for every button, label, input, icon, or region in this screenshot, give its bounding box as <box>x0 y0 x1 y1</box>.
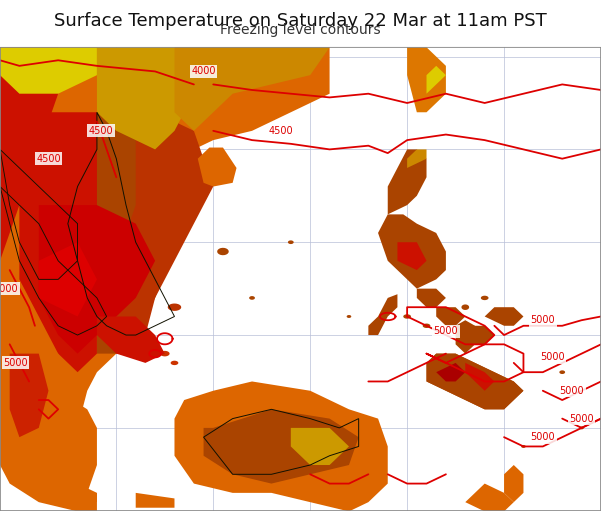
Polygon shape <box>0 47 97 94</box>
Text: 5000: 5000 <box>569 414 594 424</box>
Polygon shape <box>484 307 523 326</box>
Polygon shape <box>378 214 446 289</box>
Bar <box>0 47 601 511</box>
Text: 5000: 5000 <box>433 326 458 336</box>
Polygon shape <box>521 445 526 448</box>
Polygon shape <box>465 363 495 391</box>
Polygon shape <box>78 493 97 502</box>
Polygon shape <box>417 289 446 307</box>
Text: 4000: 4000 <box>191 66 216 77</box>
Polygon shape <box>288 241 294 244</box>
Text: 4500: 4500 <box>269 126 293 136</box>
Polygon shape <box>204 409 359 484</box>
Polygon shape <box>436 363 465 381</box>
Polygon shape <box>39 205 155 354</box>
Polygon shape <box>39 242 97 317</box>
Polygon shape <box>347 315 352 318</box>
Polygon shape <box>174 47 329 131</box>
Polygon shape <box>155 47 329 187</box>
Polygon shape <box>481 296 489 300</box>
Polygon shape <box>579 427 584 429</box>
Polygon shape <box>407 47 446 112</box>
Text: 5000: 5000 <box>540 352 565 362</box>
Polygon shape <box>427 66 446 94</box>
Polygon shape <box>217 248 229 255</box>
Polygon shape <box>0 335 87 493</box>
Text: 5000: 5000 <box>3 358 28 368</box>
Polygon shape <box>436 307 465 326</box>
Text: 4500: 4500 <box>88 126 113 136</box>
Polygon shape <box>160 351 169 356</box>
Polygon shape <box>407 150 427 168</box>
Text: 5000: 5000 <box>0 284 18 293</box>
Polygon shape <box>452 379 460 383</box>
Polygon shape <box>560 371 565 374</box>
Polygon shape <box>0 418 97 511</box>
Polygon shape <box>427 354 523 409</box>
Polygon shape <box>388 150 427 214</box>
Polygon shape <box>0 47 58 261</box>
Text: Surface Temperature on Saturday 22 Mar at 11am PST: Surface Temperature on Saturday 22 Mar a… <box>54 12 547 30</box>
Polygon shape <box>10 354 49 437</box>
Polygon shape <box>456 320 475 354</box>
Polygon shape <box>19 391 97 502</box>
Polygon shape <box>504 465 523 502</box>
Polygon shape <box>97 112 194 354</box>
Polygon shape <box>403 314 411 319</box>
Polygon shape <box>19 112 155 372</box>
Text: 5000: 5000 <box>531 315 555 325</box>
Polygon shape <box>174 381 388 511</box>
Polygon shape <box>465 326 495 344</box>
Polygon shape <box>97 47 194 150</box>
Polygon shape <box>171 361 178 365</box>
Text: 5000: 5000 <box>531 432 555 442</box>
Polygon shape <box>291 428 349 465</box>
Polygon shape <box>117 112 213 354</box>
Polygon shape <box>368 294 397 335</box>
Polygon shape <box>0 47 194 493</box>
Polygon shape <box>198 148 237 187</box>
Polygon shape <box>249 296 255 300</box>
Text: 4500: 4500 <box>36 154 61 163</box>
Polygon shape <box>462 304 469 310</box>
Polygon shape <box>168 303 182 311</box>
Polygon shape <box>136 493 174 508</box>
Polygon shape <box>465 484 514 511</box>
Text: Freezing level contours: Freezing level contours <box>220 23 381 37</box>
Polygon shape <box>427 354 523 409</box>
Text: 5000: 5000 <box>560 386 584 396</box>
Polygon shape <box>423 323 430 328</box>
Polygon shape <box>397 242 427 270</box>
Polygon shape <box>97 317 165 363</box>
